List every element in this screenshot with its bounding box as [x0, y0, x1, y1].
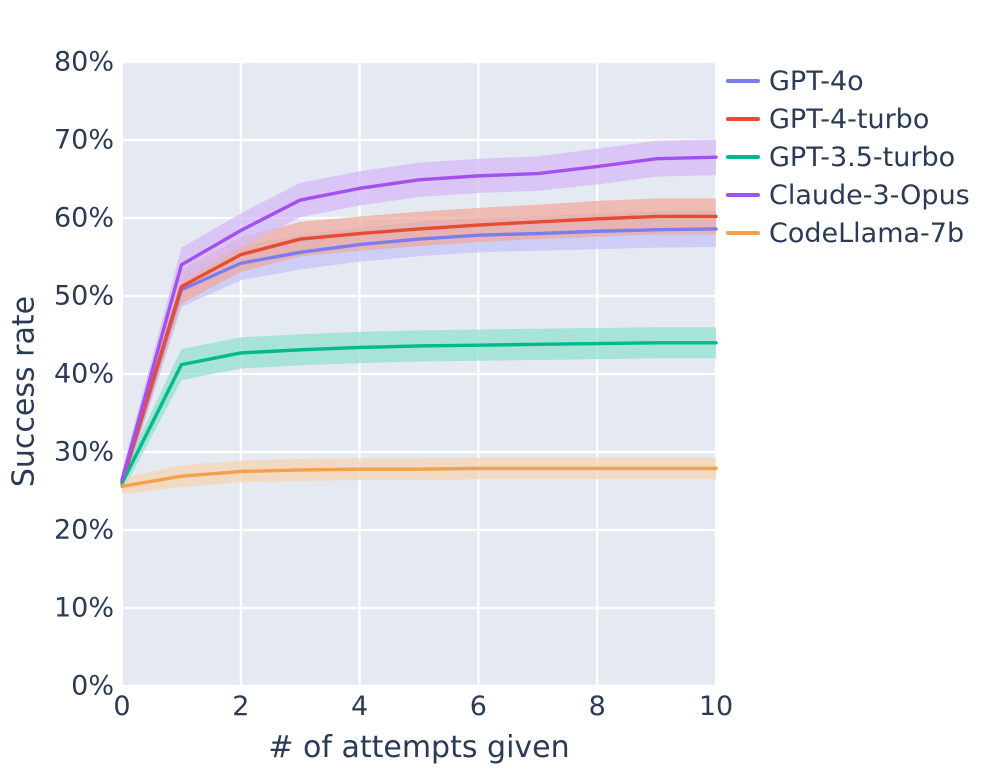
line-gpt-4o: [120, 227, 718, 485]
legend-item-gpt-3.5-turbo[interactable]: GPT-3.5-turbo: [726, 138, 970, 176]
y-tick-label: 60%: [53, 202, 114, 234]
y-tick-label: 0%: [71, 670, 114, 702]
legend-line-swatch-icon: [726, 117, 760, 121]
x-tick-label: 8: [588, 691, 606, 722]
legend-line-swatch-icon: [726, 79, 760, 83]
confidence-band-gpt-4-turbo: [122, 198, 716, 491]
y-axis-label: Success rate: [6, 295, 42, 488]
legend-label: GPT-4o: [769, 65, 864, 97]
x-axis-label: # of attempts given: [268, 730, 570, 765]
legend-line-swatch-icon: [726, 193, 760, 197]
chart-legend: GPT-4o GPT-4-turbo GPT-3.5-turbo Claude-3-O…: [726, 62, 970, 252]
legend-line-swatch-icon: [726, 231, 760, 235]
y-tick-label: 10%: [53, 592, 114, 624]
confidence-band-gpt-4o: [122, 210, 716, 493]
legend-label: Claude-3-Opus: [769, 179, 970, 211]
y-tick-label: 40%: [53, 358, 114, 390]
x-tick-label: 6: [469, 691, 487, 722]
x-tick-label: 2: [232, 691, 250, 722]
legend-line-swatch-icon: [726, 155, 760, 159]
legend-item-codellama-7b[interactable]: CodeLlama-7b: [726, 214, 970, 252]
confidence-band-codellama-7b: [122, 457, 716, 495]
confidence-band-claude-3-opus: [122, 139, 716, 490]
x-tick-label: 4: [351, 691, 369, 722]
y-axis-tick-labels: 0% 10% 20% 30% 40% 50% 60% 70% 80%: [0, 0, 114, 775]
legend-label: CodeLlama-7b: [769, 217, 965, 249]
x-tick-label: 10: [698, 691, 734, 722]
legend-item-gpt-4-turbo[interactable]: GPT-4-turbo: [726, 100, 970, 138]
y-tick-label: 70%: [53, 124, 114, 156]
line-claude-3-opus: [120, 155, 718, 482]
x-tick-label: 0: [113, 691, 131, 722]
y-tick-label: 50%: [53, 280, 114, 312]
y-tick-label: 30%: [53, 436, 114, 468]
line-gpt-4-turbo: [120, 214, 718, 484]
legend-item-gpt-4o[interactable]: GPT-4o: [726, 62, 970, 100]
line-codellama-7b: [120, 466, 718, 489]
y-tick-label: 20%: [53, 514, 114, 546]
legend-label: GPT-3.5-turbo: [769, 141, 956, 173]
line-gpt-3.5-turbo: [120, 341, 718, 485]
legend-label: GPT-4-turbo: [769, 103, 930, 135]
y-tick-label: 80%: [53, 46, 114, 78]
legend-item-claude-3-opus[interactable]: Claude-3-Opus: [726, 176, 970, 214]
